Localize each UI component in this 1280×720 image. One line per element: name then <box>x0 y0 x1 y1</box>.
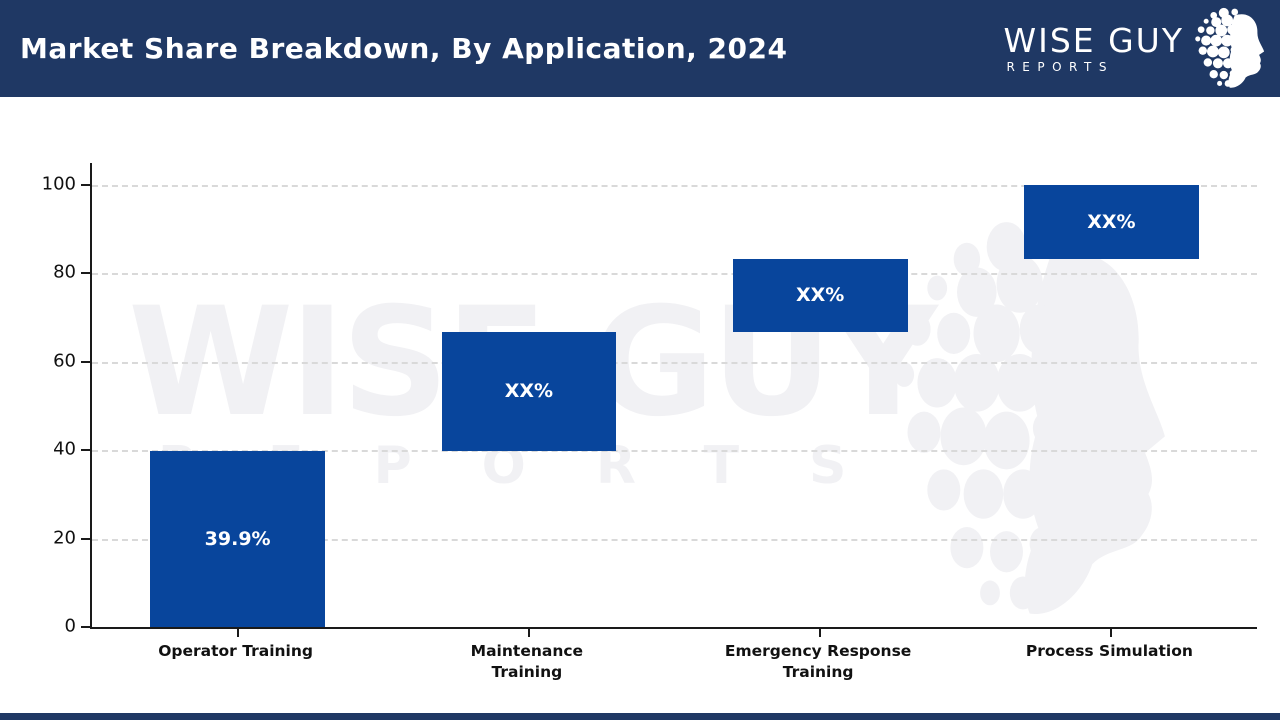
x-category-label-line: Training <box>491 662 563 681</box>
gridline <box>92 185 1257 188</box>
bar-operator-training: 39.9% <box>150 450 325 627</box>
y-tick-label: 60 <box>53 350 76 372</box>
y-tick-mark <box>81 272 90 275</box>
y-tick-mark <box>81 626 90 628</box>
x-category-label-line: Maintenance <box>470 642 584 660</box>
y-tick-mark <box>81 537 90 540</box>
brand-name: WISE GUY <box>1003 21 1184 60</box>
y-tick-label: 100 <box>41 173 76 195</box>
brand-subtitle: REPORTS <box>1006 60 1114 74</box>
x-category-label: Operator Training <box>89 641 382 662</box>
x-category-label: Maintenance Training <box>380 641 673 683</box>
bar-process-simulation: XX% <box>1024 185 1199 259</box>
brand-logo: WISE GUY REPORTS <box>1003 5 1270 93</box>
y-tick-label: 20 <box>53 527 76 549</box>
page-title: Market Share Breakdown, By Application, … <box>20 32 788 65</box>
x-category-label: Emergency Response Training <box>672 641 965 683</box>
brand-logo-text: WISE GUY REPORTS <box>1003 24 1184 73</box>
header-bar: Market Share Breakdown, By Application, … <box>0 0 1280 97</box>
x-category-label-line: Process Simulation <box>1025 642 1193 660</box>
brand-head-icon <box>1195 7 1265 88</box>
x-category-label-line: Operator Training <box>158 642 313 660</box>
y-tick-label: 80 <box>53 261 76 283</box>
y-tick-mark <box>81 449 90 452</box>
gridline <box>92 450 1257 453</box>
y-tick-mark <box>81 184 90 187</box>
bar-emergency-response-training: XX% <box>732 258 908 332</box>
watermark-head-graphic <box>894 222 1165 614</box>
bar-maintenance-training: XX% <box>441 331 617 451</box>
bar-value-label: XX% <box>1087 210 1136 233</box>
gridline <box>92 273 1257 276</box>
y-tick-label: 0 <box>64 615 76 637</box>
y-tick-label: 40 <box>53 438 76 460</box>
bar-value-label: 39.9% <box>204 527 271 550</box>
x-tick-mark <box>236 627 239 637</box>
gridline <box>92 538 1257 541</box>
x-tick-mark <box>1110 627 1113 637</box>
x-category-label-line: Training <box>782 662 854 681</box>
y-tick-mark <box>81 360 90 363</box>
x-category-label: Process Simulation <box>963 641 1256 662</box>
x-axis-labels: Operator Training Maintenance Training Emer… <box>90 641 1255 693</box>
x-category-label-line: Emergency Response <box>724 642 912 660</box>
bar-value-label: XX% <box>504 380 554 403</box>
bar-value-label: XX% <box>795 284 845 307</box>
x-tick-mark <box>819 627 822 637</box>
plot-area: 0 20 40 60 80 100 39.9% XX% XX% XX% <box>42 163 1257 637</box>
footer-bar <box>0 713 1280 720</box>
gridline <box>92 361 1257 364</box>
x-tick-mark <box>527 627 530 637</box>
